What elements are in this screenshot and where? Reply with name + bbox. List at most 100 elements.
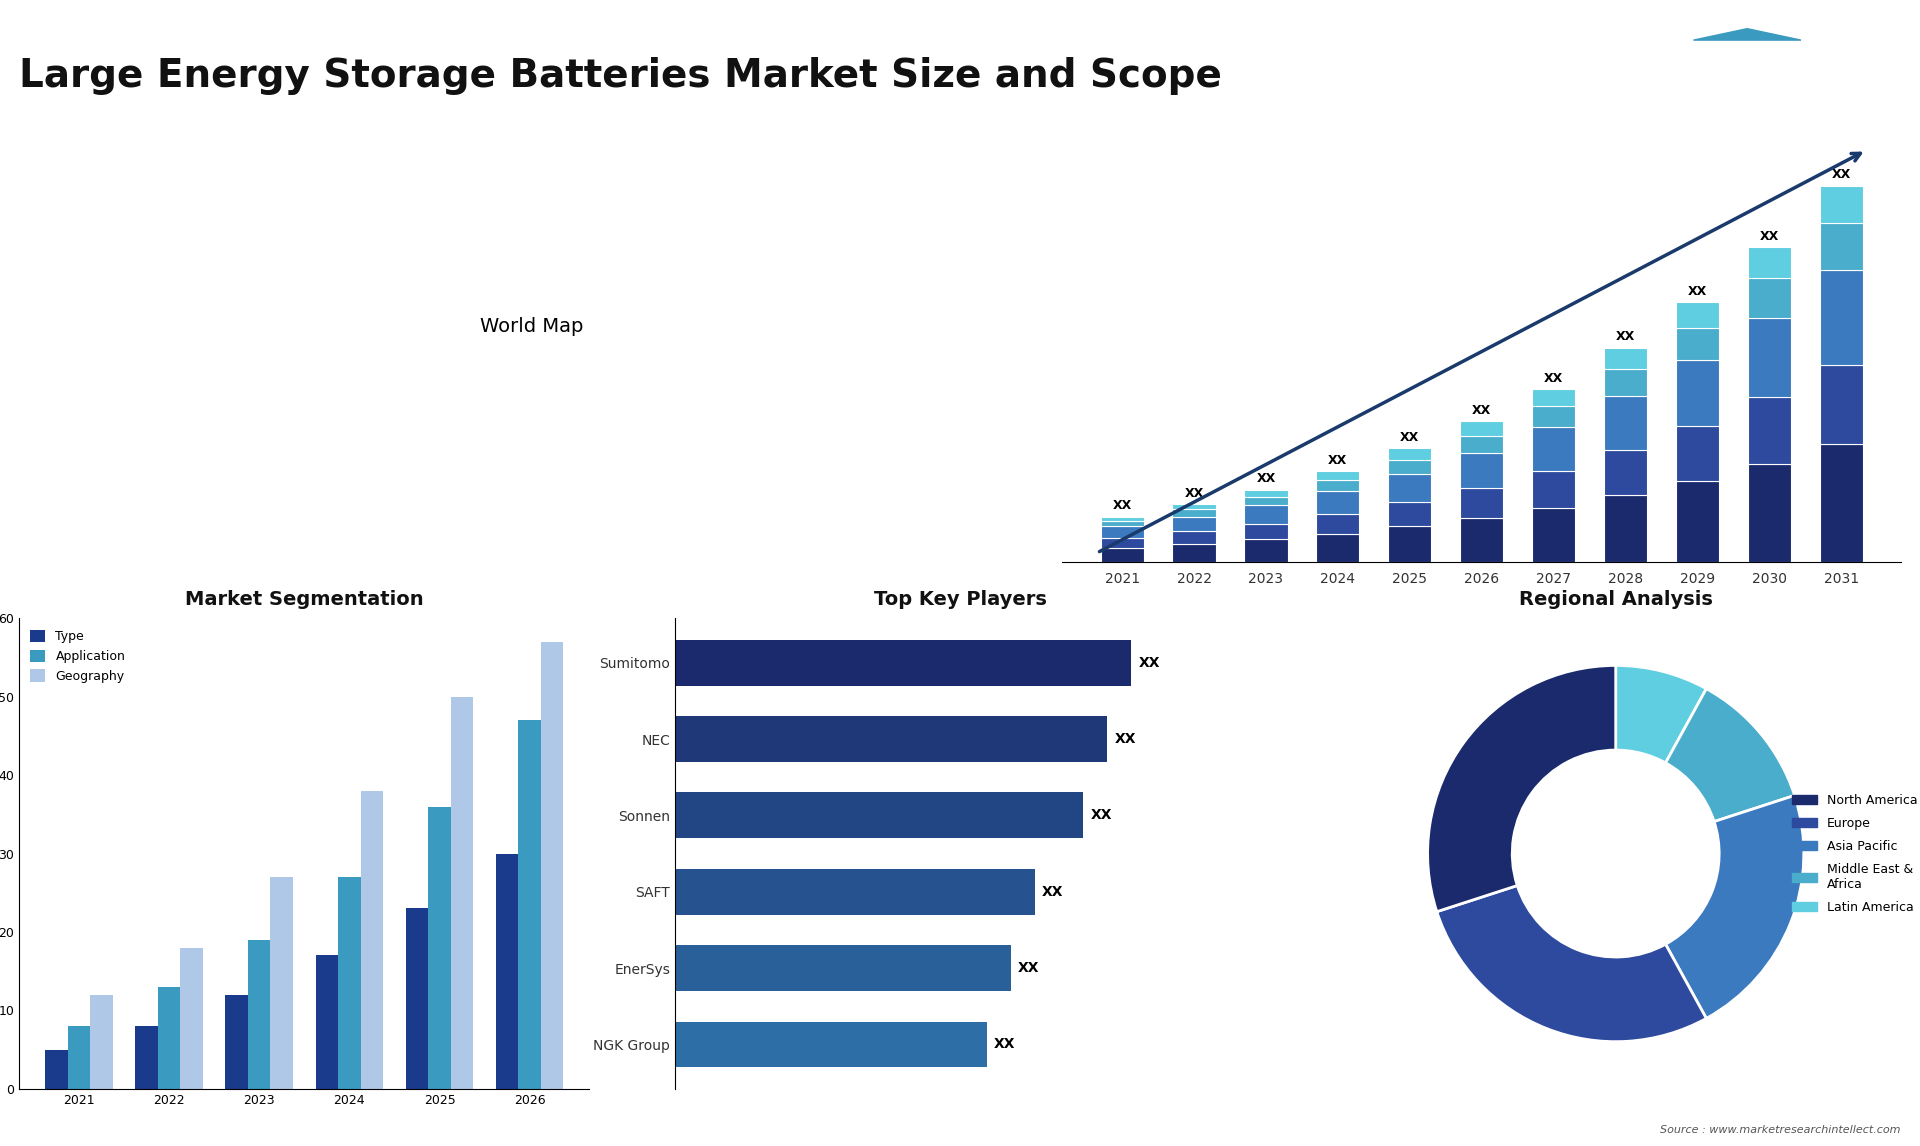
Text: XX: XX [1617, 330, 1636, 344]
Bar [1603, 369, 1647, 395]
Bar [1532, 406, 1574, 427]
Bar [180, 948, 204, 1089]
Bar [1747, 246, 1791, 278]
Bar [1820, 445, 1862, 562]
Bar [676, 869, 1035, 915]
Bar [1459, 453, 1503, 488]
Bar [541, 642, 563, 1089]
Title: Market Segmentation: Market Segmentation [184, 589, 424, 609]
Bar [451, 697, 474, 1089]
Bar [1532, 471, 1574, 508]
Bar [271, 877, 294, 1089]
Text: XX: XX [1018, 961, 1041, 975]
Text: INTELLECT: INTELLECT [1715, 104, 1780, 113]
Bar [1244, 540, 1288, 562]
Wedge shape [1665, 689, 1795, 822]
Text: XX: XX [1139, 656, 1160, 669]
Bar [1676, 328, 1718, 360]
Text: XX: XX [1043, 885, 1064, 898]
Wedge shape [1436, 886, 1707, 1042]
Bar [518, 721, 541, 1089]
Polygon shape [1693, 29, 1801, 40]
Bar [1603, 395, 1647, 450]
Bar [157, 987, 180, 1089]
Bar [338, 877, 361, 1089]
Title: Regional Analysis: Regional Analysis [1519, 589, 1713, 609]
Bar [1603, 347, 1647, 369]
Bar [676, 793, 1083, 838]
Bar [1100, 548, 1144, 562]
Bar [1317, 490, 1359, 513]
Bar [1100, 520, 1144, 526]
Bar [1820, 222, 1862, 269]
Bar [676, 716, 1108, 762]
Bar [225, 995, 248, 1089]
Bar [1388, 474, 1430, 502]
Bar [1747, 398, 1791, 464]
Text: World Map: World Map [480, 317, 584, 336]
Text: XX: XX [1329, 454, 1348, 466]
Text: XX: XX [1091, 808, 1112, 823]
Text: XX: XX [1112, 500, 1131, 512]
Bar [1676, 481, 1718, 562]
Bar [1820, 364, 1862, 445]
Wedge shape [1665, 795, 1803, 1019]
Text: XX: XX [1832, 168, 1851, 181]
Bar [1676, 425, 1718, 481]
Bar [495, 854, 518, 1089]
Wedge shape [1617, 666, 1707, 763]
Bar [1388, 526, 1430, 562]
Bar [676, 1021, 987, 1067]
Bar [1173, 543, 1215, 562]
Legend: North America, Europe, Asia Pacific, Middle East &
Africa, Latin America: North America, Europe, Asia Pacific, Mid… [1788, 788, 1920, 919]
Bar [90, 995, 113, 1089]
Bar [1317, 471, 1359, 480]
Bar [1747, 278, 1791, 317]
Bar [1747, 464, 1791, 562]
Bar [1388, 448, 1430, 460]
Bar [1459, 435, 1503, 453]
Text: Large Energy Storage Batteries Market Size and Scope: Large Energy Storage Batteries Market Si… [19, 57, 1221, 95]
Text: XX: XX [995, 1037, 1016, 1051]
Bar [1532, 427, 1574, 471]
Bar [1603, 495, 1647, 562]
Bar [1244, 489, 1288, 496]
Bar [1317, 513, 1359, 534]
Bar [1244, 524, 1288, 540]
Text: XX: XX [1473, 405, 1492, 417]
Bar [1173, 517, 1215, 531]
Bar [428, 807, 451, 1089]
Bar [405, 909, 428, 1089]
Bar [1459, 488, 1503, 518]
Bar [1317, 534, 1359, 562]
Bar [1173, 510, 1215, 517]
Title: Top Key Players: Top Key Players [874, 589, 1046, 609]
Bar [676, 945, 1012, 991]
Text: XX: XX [1400, 431, 1419, 445]
Text: XX: XX [1688, 285, 1707, 298]
Bar [1244, 505, 1288, 524]
Bar [1603, 450, 1647, 495]
Text: MARKET: MARKET [1720, 58, 1774, 68]
Bar [361, 791, 384, 1089]
Bar [676, 639, 1131, 685]
Text: RESEARCH: RESEARCH [1715, 81, 1780, 91]
Text: XX: XX [1256, 472, 1275, 485]
Bar [248, 940, 271, 1089]
Bar [1388, 460, 1430, 474]
Bar [1459, 422, 1503, 435]
Bar [44, 1050, 67, 1089]
Bar [1173, 504, 1215, 510]
Bar [1317, 480, 1359, 490]
Text: XX: XX [1759, 229, 1778, 243]
Text: Source : www.marketresearchintellect.com: Source : www.marketresearchintellect.com [1661, 1124, 1901, 1135]
Bar [1100, 517, 1144, 520]
Bar [67, 1026, 90, 1089]
Bar [1100, 526, 1144, 537]
Bar [1459, 518, 1503, 562]
Text: XX: XX [1185, 487, 1204, 500]
Bar [1820, 269, 1862, 364]
Bar [315, 956, 338, 1089]
Bar [1820, 186, 1862, 222]
Bar [1676, 303, 1718, 328]
